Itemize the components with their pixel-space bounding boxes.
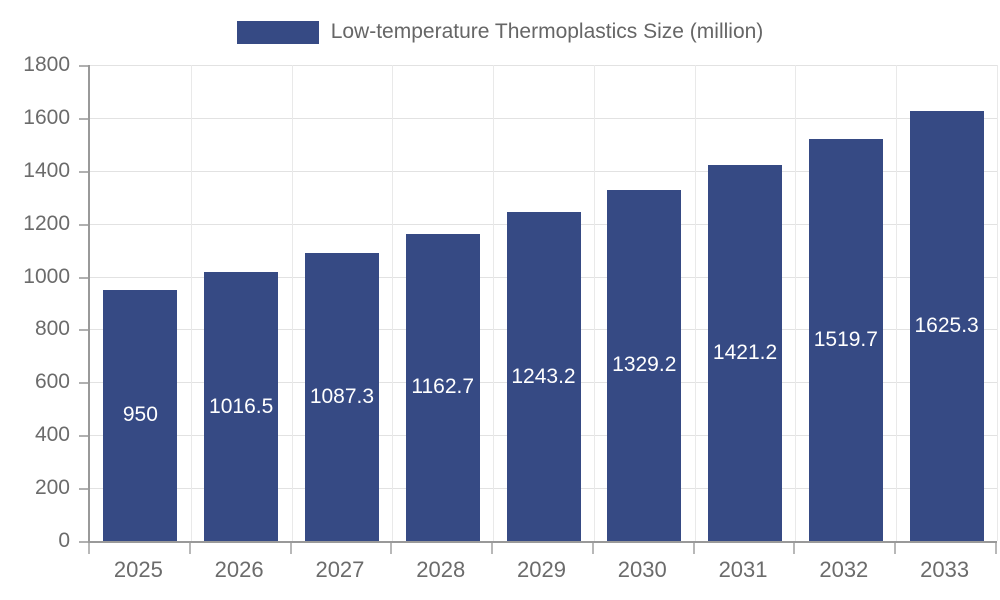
bar-value-label: 1421.2	[712, 341, 778, 365]
x-axis-tick-label: 2032	[819, 557, 869, 582]
gridline-vertical	[795, 65, 797, 541]
x-axis-tick-mark	[591, 543, 594, 554]
chart-legend-item[interactable]: Low-temperature Thermoplastics Size (mil…	[0, 16, 1000, 48]
bar-2025[interactable]: 950	[103, 289, 178, 541]
bar-2033[interactable]: 1625.3	[909, 111, 984, 541]
gridline-horizontal	[90, 65, 997, 66]
bar-value-label: 1519.7	[813, 328, 878, 352]
y-axis-tick-mark	[79, 223, 88, 226]
bar-value-label: 1329.2	[612, 353, 677, 377]
x-axis-tick-label: 2027	[315, 557, 365, 582]
bar-2028[interactable]: 1162.7	[405, 233, 480, 541]
y-axis-tick-mark	[79, 276, 88, 279]
gridline-vertical	[392, 65, 394, 541]
bar-2030[interactable]: 1329.2	[607, 189, 682, 541]
bar-value-label: 1162.7	[411, 375, 475, 399]
bar-2031[interactable]: 1421.2	[708, 165, 783, 541]
bar-2026[interactable]: 1016.5	[204, 272, 279, 541]
bar-value-label: 1087.3	[309, 385, 375, 409]
gridline-vertical	[694, 65, 696, 541]
x-axis-tick-mark	[390, 543, 393, 554]
y-axis-tick-mark	[79, 329, 88, 332]
y-axis-tick-label: 200	[34, 476, 70, 500]
y-axis-tick-label: 0	[58, 529, 70, 552]
x-axis-tick-label: 2031	[718, 557, 768, 582]
y-axis-tick-label: 1400	[23, 158, 70, 182]
gridline-vertical	[190, 65, 192, 541]
legend-swatch	[236, 20, 319, 44]
y-axis-tick-label: 1200	[23, 211, 70, 235]
gridline-vertical	[493, 65, 495, 541]
gridline-vertical	[896, 65, 898, 541]
x-axis-tick-mark	[692, 543, 695, 554]
x-axis-tick-mark	[88, 543, 90, 554]
y-axis-tick-label: 1000	[23, 264, 70, 288]
bar-value-label: 950	[122, 403, 158, 427]
x-axis-tick-mark	[894, 543, 897, 554]
x-axis-tick-label: 2026	[214, 557, 264, 582]
bar-2027[interactable]: 1087.3	[304, 253, 379, 541]
y-axis-tick-mark	[79, 435, 88, 438]
x-axis-tick-label: 2030	[617, 557, 667, 582]
x-axis-tick-mark	[289, 543, 292, 554]
y-axis-tick-label: 800	[34, 317, 70, 341]
x-axis-tick-mark	[995, 543, 997, 554]
y-axis-tick-label: 1800	[23, 53, 70, 76]
plot-area: 950 1016.5 1087.3 1162.7 1243.2 1329.2 1421.2 1…	[88, 65, 998, 543]
bar-value-label: 1625.3	[914, 314, 979, 338]
y-axis-tick-mark	[79, 65, 88, 67]
bar-2029[interactable]: 1243.2	[506, 212, 581, 541]
x-axis-tick-mark	[188, 543, 191, 554]
y-axis-tick-mark	[79, 541, 88, 543]
bar-2032[interactable]: 1519.7	[808, 139, 883, 541]
x-axis-tick-label: 2028	[416, 557, 466, 582]
y-axis-tick-label: 600	[34, 370, 70, 394]
gridline-horizontal	[90, 170, 997, 172]
y-axis-tick-mark	[79, 488, 88, 491]
bar-value-label: 1243.2	[511, 364, 576, 388]
gridline-vertical	[997, 65, 998, 541]
legend-label: Low-temperature Thermoplastics Size (mil…	[330, 20, 764, 43]
y-axis-tick-label: 400	[34, 423, 70, 447]
bar-value-label: 1016.5	[209, 394, 274, 418]
x-axis-tick-mark	[793, 543, 796, 554]
x-axis-tick-label: 2029	[517, 557, 566, 582]
gridline-vertical	[593, 65, 595, 541]
y-axis-tick-mark	[79, 117, 88, 120]
x-axis-tick-label: 2033	[920, 557, 970, 582]
gridline-horizontal	[90, 117, 997, 119]
y-axis-tick-mark	[79, 170, 88, 173]
y-axis-tick-label: 1600	[23, 105, 70, 129]
gridline-vertical	[291, 65, 293, 541]
x-axis-tick-mark	[491, 543, 494, 554]
y-axis-tick-mark	[79, 382, 88, 385]
x-axis-tick-label: 2025	[113, 557, 163, 582]
